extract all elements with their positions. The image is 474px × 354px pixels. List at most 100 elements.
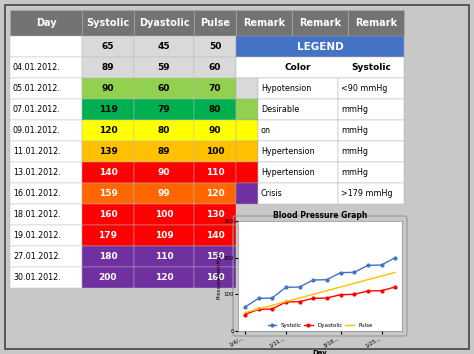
- Systolic: [255, 296, 261, 301]
- Systolic: [269, 296, 275, 300]
- Bar: [338, 78, 404, 99]
- Text: Systolic: Systolic: [86, 18, 129, 28]
- Text: 16.01.2012.: 16.01.2012.: [13, 189, 61, 198]
- Text: 65: 65: [102, 42, 114, 51]
- Bar: [194, 204, 236, 225]
- Text: 13.01.2012.: 13.01.2012.: [13, 168, 61, 177]
- Systolic: [324, 278, 330, 282]
- Bar: [236, 120, 258, 141]
- Bar: [258, 99, 338, 120]
- Text: mmHg: mmHg: [341, 168, 368, 177]
- Systolic: [337, 270, 343, 275]
- Text: LEGEND: LEGEND: [297, 41, 343, 51]
- Bar: [338, 183, 404, 204]
- Bar: [236, 78, 258, 99]
- Bar: [82, 120, 134, 141]
- Text: 110: 110: [155, 252, 173, 261]
- Dyastolic: [269, 307, 275, 311]
- Bar: [258, 120, 338, 141]
- Text: 80: 80: [158, 126, 170, 135]
- Text: 119: 119: [99, 105, 118, 114]
- Bar: [194, 36, 236, 57]
- Bar: [134, 225, 194, 246]
- Bar: [82, 225, 134, 246]
- Pulse: [255, 307, 261, 311]
- Text: 60: 60: [158, 84, 170, 93]
- Text: 120: 120: [99, 126, 117, 135]
- Bar: [82, 183, 134, 204]
- Bar: [338, 162, 404, 183]
- Text: 90: 90: [102, 84, 114, 93]
- Systolic: [379, 263, 384, 267]
- Bar: [10, 162, 82, 183]
- Bar: [134, 78, 194, 99]
- Dyastolic: [255, 307, 261, 312]
- Text: Dyastolic: Dyastolic: [139, 18, 189, 28]
- Bar: [10, 36, 82, 57]
- Pulse: [297, 296, 302, 300]
- Text: 05.01.2012.: 05.01.2012.: [13, 84, 61, 93]
- Bar: [348, 10, 404, 36]
- Systolic: [297, 285, 302, 289]
- Bar: [10, 10, 82, 36]
- Text: <90 mmHg: <90 mmHg: [341, 84, 387, 93]
- Bar: [236, 99, 258, 120]
- Text: 59: 59: [158, 63, 170, 72]
- Text: 11.01.2012.: 11.01.2012.: [13, 147, 61, 156]
- Bar: [10, 141, 82, 162]
- Bar: [236, 10, 292, 36]
- Dyastolic: [379, 289, 384, 293]
- Text: on: on: [261, 126, 271, 135]
- Bar: [338, 120, 404, 141]
- Bar: [82, 246, 134, 267]
- Bar: [134, 120, 194, 141]
- Text: Hypertension: Hypertension: [261, 168, 315, 177]
- Text: 19.01.2012.: 19.01.2012.: [13, 231, 61, 240]
- Bar: [134, 10, 194, 36]
- Text: Remark: Remark: [299, 18, 341, 28]
- Systolic: [283, 285, 289, 290]
- Pulse: [337, 285, 343, 289]
- Bar: [134, 246, 194, 267]
- Text: Remark: Remark: [355, 18, 397, 28]
- Line: Systolic: Systolic: [244, 256, 397, 309]
- Dyastolic: [242, 312, 248, 316]
- Pulse: [269, 303, 275, 308]
- Text: 99: 99: [158, 189, 170, 198]
- Bar: [194, 78, 236, 99]
- Systolic: [365, 263, 371, 268]
- Bar: [10, 204, 82, 225]
- Bar: [10, 57, 82, 78]
- Bar: [82, 141, 134, 162]
- Text: mmHg: mmHg: [341, 105, 368, 114]
- Bar: [194, 162, 236, 183]
- Bar: [258, 162, 338, 183]
- Text: 150: 150: [206, 252, 224, 261]
- Bar: [10, 78, 82, 99]
- Pulse: [283, 299, 289, 304]
- Bar: [134, 267, 194, 288]
- Bar: [236, 162, 258, 183]
- Text: 04.01.2012.: 04.01.2012.: [13, 63, 61, 72]
- Pulse: [351, 281, 357, 285]
- Text: Pulse: Pulse: [200, 18, 230, 28]
- Systolic: [351, 270, 357, 274]
- Bar: [194, 120, 236, 141]
- Bar: [134, 141, 194, 162]
- Text: Systolic: Systolic: [351, 63, 391, 72]
- Pulse: [242, 310, 248, 315]
- Bar: [194, 57, 236, 78]
- Systolic: [392, 256, 398, 260]
- Text: Remark: Remark: [243, 18, 285, 28]
- Bar: [82, 204, 134, 225]
- Text: 50: 50: [209, 42, 221, 51]
- Bar: [134, 99, 194, 120]
- Text: 110: 110: [206, 168, 224, 177]
- Text: 109: 109: [155, 231, 173, 240]
- Dyastolic: [337, 292, 343, 297]
- Text: 60: 60: [209, 63, 221, 72]
- Dyastolic: [351, 292, 357, 296]
- Dyastolic: [365, 289, 371, 293]
- Bar: [194, 225, 236, 246]
- Text: 90: 90: [158, 168, 170, 177]
